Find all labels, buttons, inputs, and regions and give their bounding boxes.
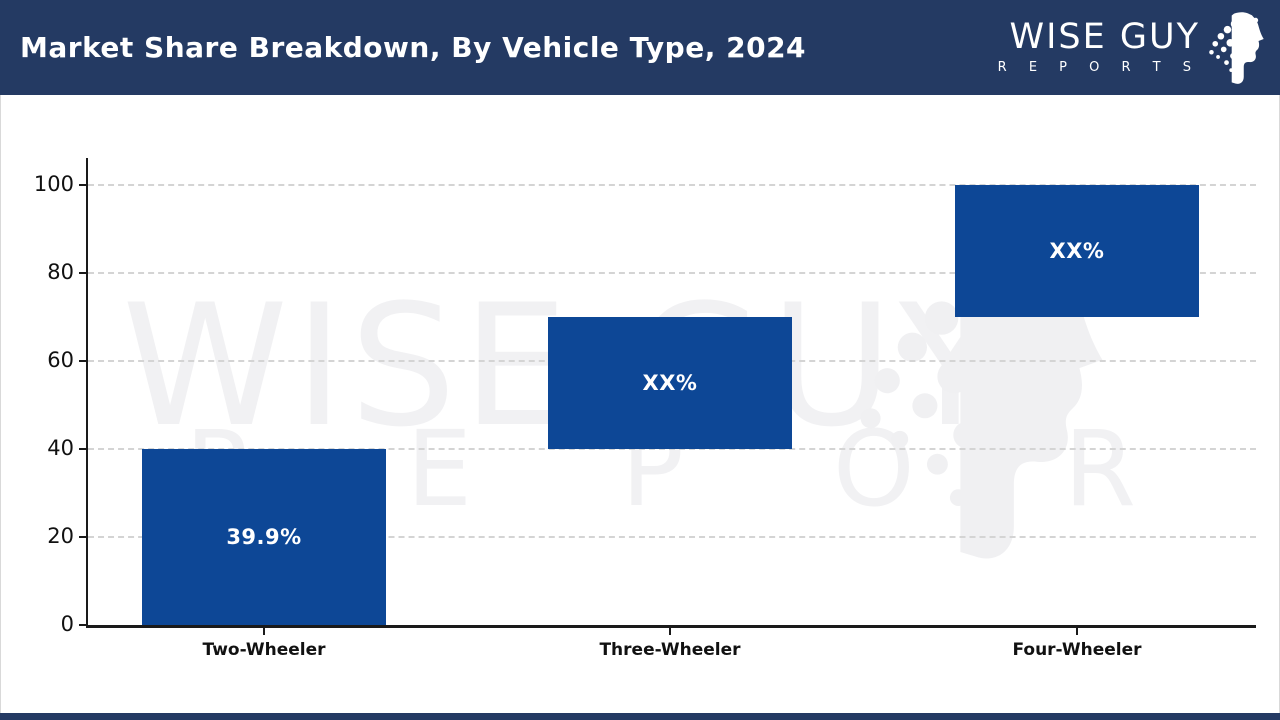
x-category-label-four-wheeler: Four-Wheeler bbox=[1012, 640, 1142, 660]
gridline-100 bbox=[88, 184, 1256, 186]
y-tick-label-20: 20 bbox=[47, 524, 74, 548]
x-axis-line bbox=[86, 625, 1256, 628]
y-tick-mark-60 bbox=[79, 360, 87, 362]
logo-head-icon bbox=[1209, 12, 1264, 84]
gridline-20 bbox=[88, 536, 1256, 538]
x-category-label-three-wheeler: Three-Wheeler bbox=[599, 640, 741, 660]
y-tick-mark-0 bbox=[79, 624, 87, 626]
y-tick-label-0: 0 bbox=[60, 612, 74, 636]
y-tick-label-60: 60 bbox=[47, 348, 74, 372]
wise-guy-reports-logo: WISE GUY R E P O R T S bbox=[998, 6, 1266, 90]
logo-text: WISE GUY R E P O R T S bbox=[998, 18, 1200, 78]
y-tick-label-100: 100 bbox=[33, 172, 74, 196]
chart-title: Market Share Breakdown, By Vehicle Type,… bbox=[20, 31, 807, 64]
y-tick-label-80: 80 bbox=[47, 260, 74, 284]
bar-value-label: XX% bbox=[642, 371, 698, 395]
y-tick-mark-40 bbox=[79, 448, 87, 450]
x-category-label-two-wheeler: Two-Wheeler bbox=[202, 640, 326, 660]
bar-four-wheeler: XX% bbox=[955, 185, 1199, 317]
y-axis-line bbox=[86, 158, 88, 625]
y-tick-mark-100 bbox=[79, 184, 87, 186]
bar-three-wheeler: XX% bbox=[548, 317, 792, 449]
bar-two-wheeler: 39.9% bbox=[142, 449, 386, 625]
x-tick-mark-three-wheeler bbox=[669, 628, 671, 635]
y-tick-label-40: 40 bbox=[47, 436, 74, 460]
logo-reports-text: R E P O R T S bbox=[997, 60, 1200, 75]
bar-value-label: XX% bbox=[1049, 239, 1105, 263]
y-tick-mark-80 bbox=[79, 272, 87, 274]
y-tick-mark-20 bbox=[79, 536, 87, 538]
logo-wiseguy-text: WISE GUY bbox=[1009, 17, 1200, 57]
bar-value-label: 39.9% bbox=[226, 525, 302, 550]
header-bar: Market Share Breakdown, By Vehicle Type,… bbox=[0, 0, 1280, 95]
x-tick-mark-four-wheeler bbox=[1076, 628, 1078, 635]
gridline-80 bbox=[88, 272, 1256, 274]
gridline-40 bbox=[88, 448, 1256, 450]
footer-bar bbox=[0, 713, 1280, 720]
x-tick-mark-two-wheeler bbox=[263, 628, 265, 635]
